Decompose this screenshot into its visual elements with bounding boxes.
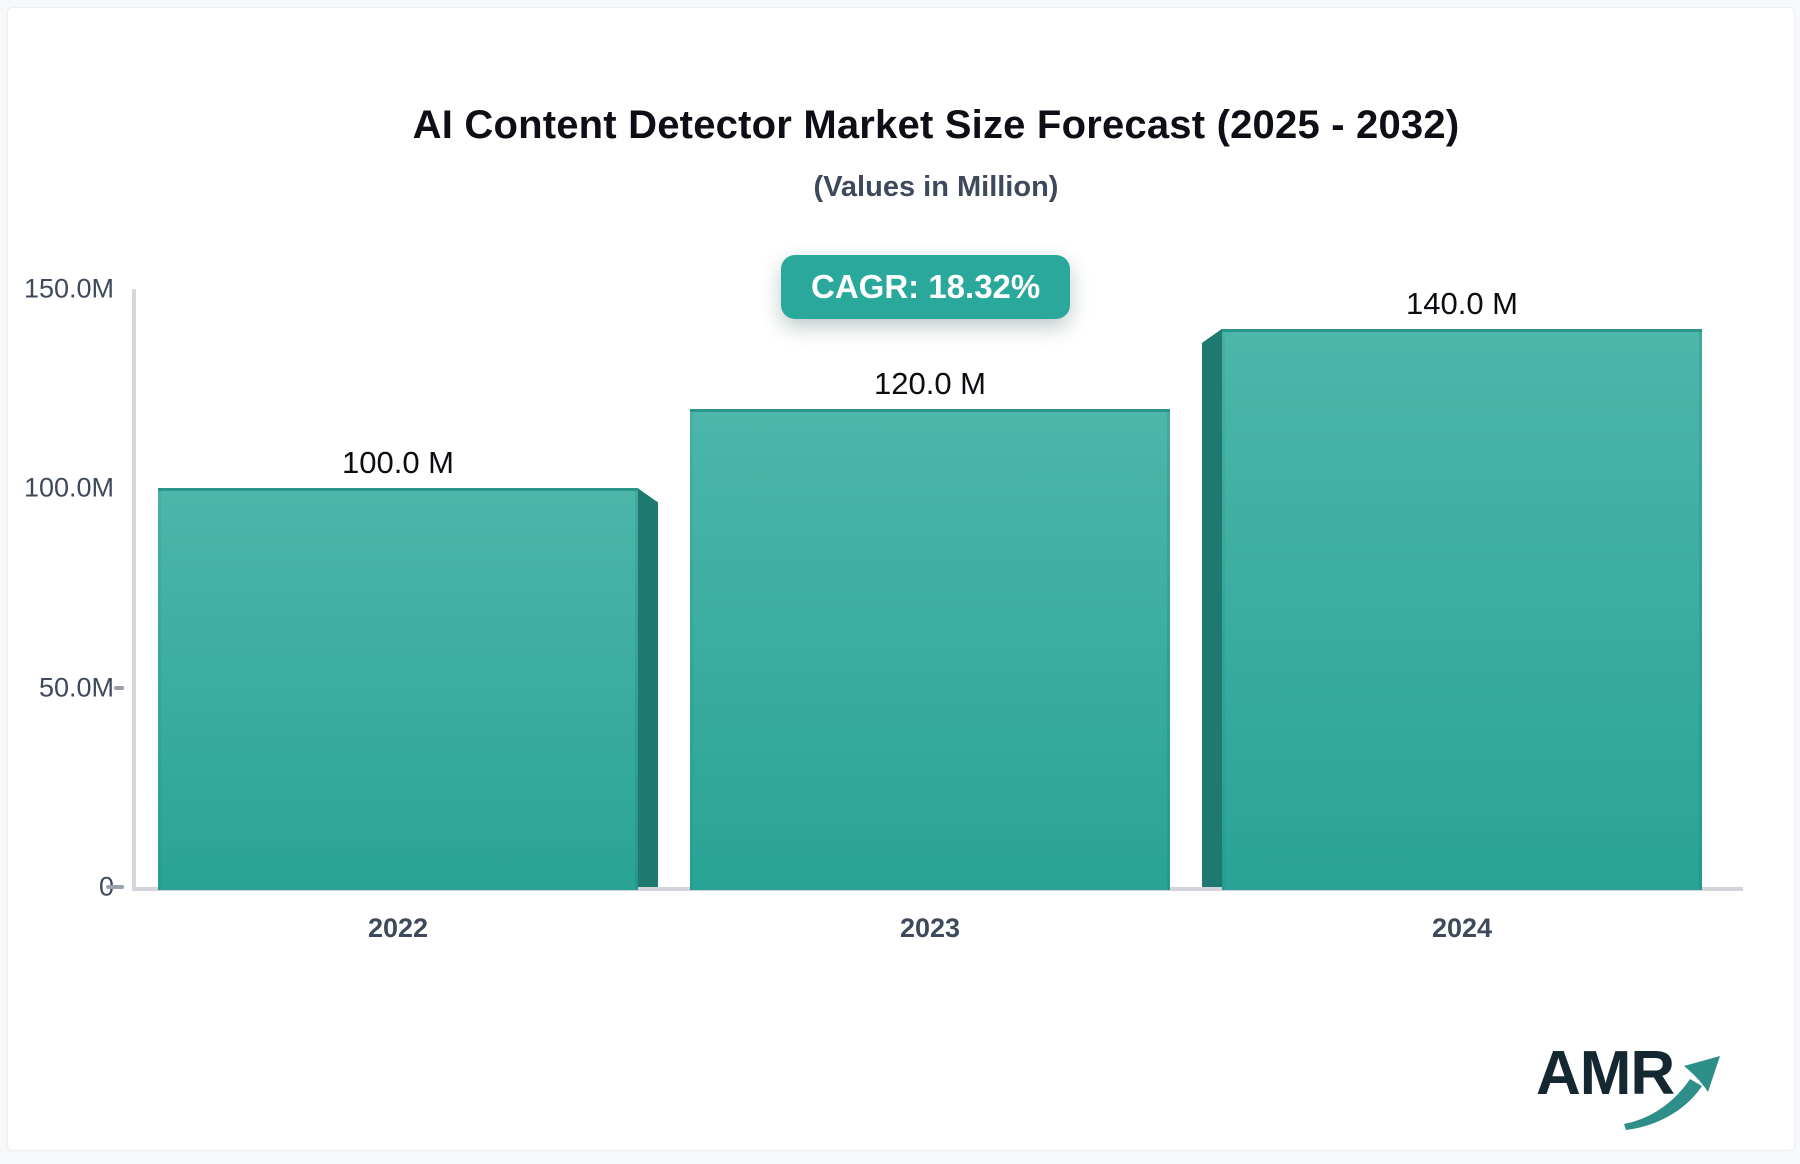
- bar-2023: [690, 408, 1170, 890]
- cagr-badge: CAGR: 18.32%: [781, 255, 1071, 319]
- y-axis-line: [132, 289, 136, 887]
- x-tick-label: 2024: [1431, 913, 1493, 943]
- bar-2022: [158, 488, 638, 890]
- x-tick-label: 2023: [899, 913, 961, 943]
- amr-logo-text: AMR: [1536, 1039, 1675, 1108]
- amr-logo: AMR: [1536, 1038, 1726, 1133]
- y-tick-label: 150.0M: [23, 273, 114, 304]
- x-tick-label: 2022: [367, 913, 429, 943]
- y-tick-mark: [106, 885, 124, 889]
- chart-subtitle: (Values in Million): [813, 171, 1059, 203]
- bar-side-face: [638, 488, 658, 887]
- bar-value-label: 120.0 M: [873, 365, 986, 401]
- cagr-badge-label: CAGR: 18.32%: [811, 268, 1041, 305]
- chart-title: AI Content Detector Market Size Forecast…: [412, 103, 1460, 147]
- bar-2024: [1222, 328, 1702, 890]
- y-tick-label: 0: [4, 872, 114, 903]
- growth-arrow-icon: [1624, 1056, 1720, 1130]
- bar-side-face: [1202, 328, 1222, 887]
- bar-value-label: 140.0 M: [1405, 285, 1518, 321]
- chart-card: AI Content Detector Market Size Forecast…: [7, 7, 1795, 1151]
- y-tick-mark: [114, 685, 124, 690]
- bar-value-label: 100.0 M: [341, 445, 454, 481]
- y-tick-label: 100.0M: [23, 472, 114, 503]
- y-tick-label: 50.0M: [38, 672, 114, 703]
